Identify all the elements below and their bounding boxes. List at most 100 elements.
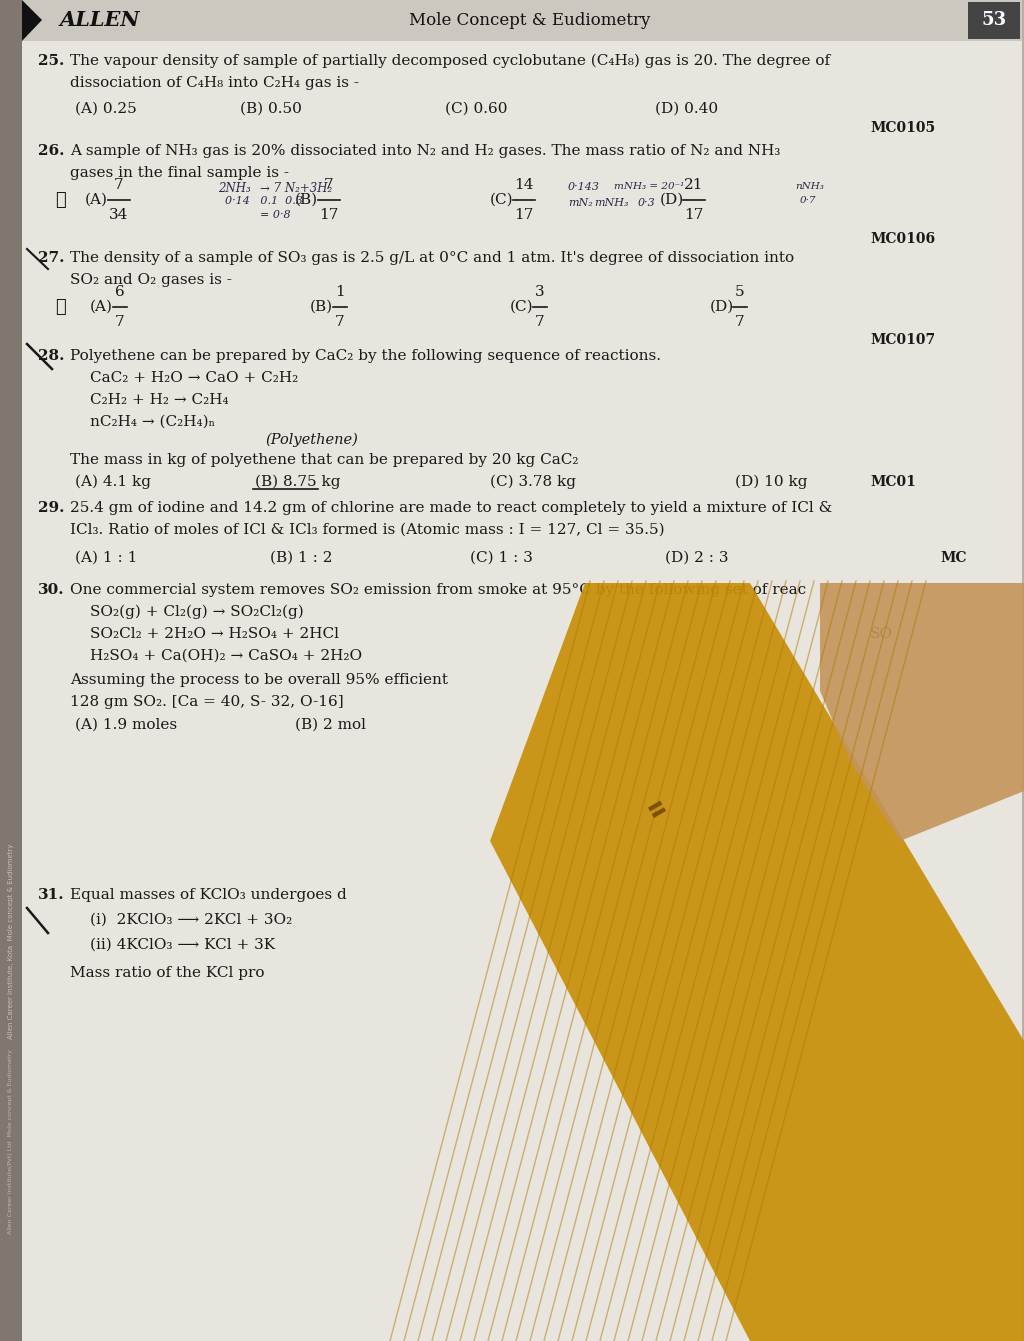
Text: Polyethene can be prepared by CaC₂ by the following sequence of reactions.: Polyethene can be prepared by CaC₂ by th… [70, 349, 662, 363]
Polygon shape [820, 583, 1024, 841]
Bar [22, 0, 1022, 42]
Text: 14: 14 [514, 178, 534, 192]
Text: (B): (B) [310, 300, 333, 314]
Text: ıı: ıı [640, 798, 670, 825]
Text: (D) 2 : 3: (D) 2 : 3 [665, 551, 728, 565]
Text: Allen Career Institute(Pvt) Ltd  Mole concept & Eudiometry: Allen Career Institute(Pvt) Ltd Mole con… [8, 1049, 13, 1234]
Text: 29.: 29. [38, 502, 65, 515]
Text: (D) 0.40: (D) 0.40 [655, 102, 718, 117]
Text: (C) 0.60: (C) 0.60 [445, 102, 508, 117]
Text: 31.: 31. [38, 888, 65, 902]
Text: SO₂(g) + Cl₂(g) → SO₂Cl₂(g): SO₂(g) + Cl₂(g) → SO₂Cl₂(g) [90, 605, 304, 620]
Text: 5: 5 [735, 286, 744, 299]
Text: 1: 1 [335, 286, 345, 299]
Text: 17: 17 [684, 208, 703, 223]
Text: (B): (B) [295, 193, 318, 207]
Text: gases in the final sample is -: gases in the final sample is - [70, 166, 289, 180]
Text: Assuming the process to be overall 95% efficient: Assuming the process to be overall 95% e… [70, 673, 449, 687]
Text: 28.: 28. [38, 349, 65, 363]
Text: 21: 21 [684, 178, 703, 192]
Text: SO: SO [870, 628, 893, 641]
Text: nC₂H₄ → (C₂H₄)ₙ: nC₂H₄ → (C₂H₄)ₙ [90, 414, 215, 429]
Text: (B) 1 : 2: (B) 1 : 2 [270, 551, 333, 565]
Text: 26.: 26. [38, 143, 65, 158]
Text: The density of a sample of SO₃ gas is 2.5 g/L at 0°C and 1 atm. It's degree of d: The density of a sample of SO₃ gas is 2.… [70, 251, 795, 266]
Text: Equal masses of KClO₃ undergoes d: Equal masses of KClO₃ undergoes d [70, 888, 347, 902]
Text: 128 gm SO₂. [Ca = 40, S- 32, O-16]: 128 gm SO₂. [Ca = 40, S- 32, O-16] [70, 695, 344, 709]
Text: mNH₃: mNH₃ [594, 198, 629, 208]
Text: 34: 34 [110, 208, 129, 223]
Text: 17: 17 [514, 208, 534, 223]
Text: MC01: MC01 [870, 475, 915, 489]
Text: 3: 3 [536, 286, 545, 299]
Text: H₂SO₄ + Ca(OH)₂ → CaSO₄ + 2H₂O: H₂SO₄ + Ca(OH)₂ → CaSO₄ + 2H₂O [90, 649, 362, 662]
Text: (D): (D) [710, 300, 734, 314]
Text: 7: 7 [735, 315, 744, 329]
Text: The vapour density of sample of partially decomposed cyclobutane (C₄H₈) gas is 2: The vapour density of sample of partiall… [70, 54, 830, 68]
Text: MC0107: MC0107 [870, 333, 935, 347]
Text: 25.4 gm of iodine and 14.2 gm of chlorine are made to react completely to yield : 25.4 gm of iodine and 14.2 gm of chlorin… [70, 502, 833, 515]
Text: C₂H₂ + H₂ → C₂H₄: C₂H₂ + H₂ → C₂H₄ [90, 393, 228, 408]
Text: (A) 0.25: (A) 0.25 [75, 102, 137, 117]
Text: 7: 7 [115, 178, 124, 192]
Text: CaC₂ + H₂O → CaO + C₂H₂: CaC₂ + H₂O → CaO + C₂H₂ [90, 371, 298, 385]
Text: A sample of NH₃ gas is 20% dissociated into N₂ and H₂ gases. The mass ratio of N: A sample of NH₃ gas is 20% dissociated i… [70, 143, 780, 158]
Text: ALLEN: ALLEN [59, 9, 140, 30]
Text: (A) 4.1 kg: (A) 4.1 kg [75, 475, 151, 489]
Text: mN₂: mN₂ [568, 198, 593, 208]
Text: (A): (A) [90, 300, 113, 314]
Text: (i)  2KClO₃ ⟶ 2KCl + 3O₂: (i) 2KClO₃ ⟶ 2KCl + 3O₂ [90, 913, 292, 927]
Text: (B) 0.50: (B) 0.50 [240, 102, 302, 117]
Text: 27.: 27. [38, 251, 65, 266]
Text: (Polyethene): (Polyethene) [265, 433, 357, 448]
Text: 17: 17 [319, 208, 339, 223]
Text: Mole Concept & Eudiometry: Mole Concept & Eudiometry [410, 12, 650, 28]
Text: = 0·8: = 0·8 [260, 211, 291, 220]
Text: 7: 7 [536, 315, 545, 329]
Text: dissociation of C₄H₈ into C₂H₄ gas is -: dissociation of C₄H₈ into C₂H₄ gas is - [70, 76, 359, 90]
Text: Allen Career Institute, Kota  Mole concept & Eudiometry: Allen Career Institute, Kota Mole concep… [8, 843, 14, 1039]
Text: MC0106: MC0106 [870, 232, 935, 245]
Text: (D) 10 kg: (D) 10 kg [735, 475, 808, 489]
Text: (C): (C) [490, 193, 514, 207]
Bar [968, 1, 1020, 39]
Text: 0·3: 0·3 [638, 198, 655, 208]
Text: 7: 7 [335, 315, 345, 329]
Text: 0·7: 0·7 [800, 196, 816, 205]
Text: Mass ratio of the KCl pro: Mass ratio of the KCl pro [70, 966, 264, 980]
Text: MC0105: MC0105 [870, 121, 935, 135]
Text: mNH₃ = 20⁻¹: mNH₃ = 20⁻¹ [614, 182, 684, 190]
Text: (D): (D) [660, 193, 684, 207]
Text: One commercial system removes SO₂ emission from smoke at 95°C by the following s: One commercial system removes SO₂ emissi… [70, 583, 806, 597]
Text: (B) 2 mol: (B) 2 mol [295, 717, 366, 732]
Text: 6: 6 [115, 286, 125, 299]
Text: (A): (A) [85, 193, 108, 207]
Text: (B) 8.75 kg: (B) 8.75 kg [255, 475, 341, 489]
Text: (A) 1 : 1: (A) 1 : 1 [75, 551, 137, 565]
Text: (C) 3.78 kg: (C) 3.78 kg [490, 475, 575, 489]
Text: (C): (C) [510, 300, 534, 314]
Text: 7: 7 [115, 315, 125, 329]
Text: ✓: ✓ [55, 190, 66, 209]
Text: SO₂Cl₂ + 2H₂O → H₂SO₄ + 2HCl: SO₂Cl₂ + 2H₂O → H₂SO₄ + 2HCl [90, 628, 339, 641]
Text: 2NH₃: 2NH₃ [218, 182, 251, 194]
Text: The mass in kg of polyethene that can be prepared by 20 kg CaC₂: The mass in kg of polyethene that can be… [70, 453, 579, 467]
Text: MC: MC [940, 551, 967, 565]
Text: (ii) 4KClO₃ ⟶ KCl + 3K: (ii) 4KClO₃ ⟶ KCl + 3K [90, 937, 275, 952]
Text: 25.: 25. [38, 54, 65, 68]
Text: 0·143: 0·143 [568, 182, 600, 192]
Text: SO₂ and O₂ gases is -: SO₂ and O₂ gases is - [70, 274, 231, 287]
Text: (A) 1.9 moles: (A) 1.9 moles [75, 717, 177, 732]
Polygon shape [22, 0, 42, 42]
Polygon shape [490, 583, 1024, 1341]
Text: (C) 1 : 3: (C) 1 : 3 [470, 551, 532, 565]
Text: 30.: 30. [38, 583, 65, 597]
Text: nNH₃: nNH₃ [795, 182, 824, 190]
Text: ICl₃. Ratio of moles of ICl & ICl₃ formed is (Atomic mass : I = 127, Cl = 35.5): ICl₃. Ratio of moles of ICl & ICl₃ forme… [70, 523, 665, 536]
Text: 0·14   0.1  0.3: 0·14 0.1 0.3 [225, 196, 303, 207]
Text: → 7 N₂+3H₂: → 7 N₂+3H₂ [260, 182, 332, 194]
Text: 7: 7 [325, 178, 334, 192]
Bar [0, 0, 22, 1341]
Text: ✓: ✓ [55, 298, 66, 316]
Text: 53: 53 [981, 11, 1007, 30]
